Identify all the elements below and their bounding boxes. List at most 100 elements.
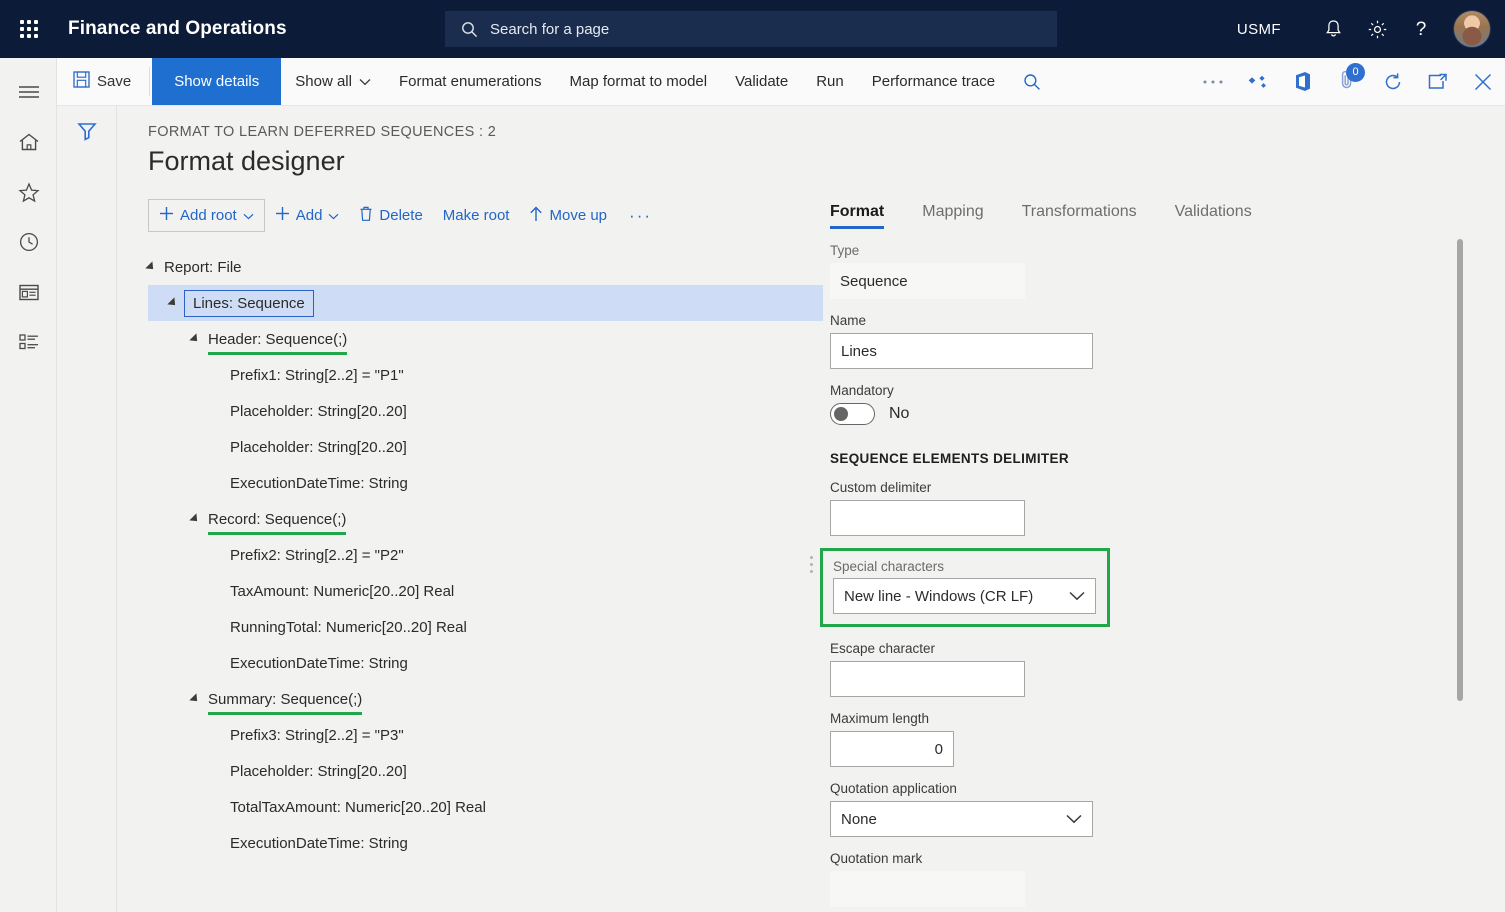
tree-node[interactable]: Placeholder: String[20..20] [148, 753, 828, 789]
trash-icon [359, 206, 373, 226]
search-icon [461, 21, 478, 38]
properties-scrollbar-thumb[interactable] [1457, 239, 1463, 701]
tree-node[interactable]: Placeholder: String[20..20] [148, 393, 828, 429]
tree-expand-twisty-icon[interactable] [189, 513, 201, 525]
delete-button[interactable]: Delete [349, 200, 432, 232]
tree-node[interactable]: Prefix3: String[2..2] = "P3" [148, 717, 828, 753]
ellipsis-icon[interactable] [1190, 58, 1235, 105]
app-launcher-icon[interactable] [0, 0, 58, 58]
tree-node[interactable]: Prefix2: String[2..2] = "P2" [148, 537, 828, 573]
chevron-down-icon [243, 207, 254, 224]
special-characters-label: Special characters [833, 559, 945, 574]
performance-trace-button[interactable]: Performance trace [871, 73, 996, 90]
filter-funnel-icon[interactable] [57, 120, 116, 142]
special-characters-highlight: Special characters New line - Windows (C… [820, 548, 1110, 627]
save-button[interactable]: Save [57, 58, 147, 105]
question-mark-icon[interactable]: ? [1399, 0, 1443, 58]
chevron-down-icon [328, 207, 339, 224]
delete-label: Delete [379, 207, 423, 224]
star-icon[interactable] [0, 167, 57, 217]
global-search-input[interactable]: Search for a page [445, 11, 1057, 47]
user-avatar[interactable] [1453, 10, 1491, 48]
validate-button[interactable]: Validate [735, 73, 789, 90]
quotation-application-select[interactable]: None [830, 801, 1093, 837]
workspace-icon[interactable] [0, 267, 57, 317]
add-button[interactable]: Add [265, 200, 350, 231]
toolbar-search-icon[interactable] [1009, 58, 1054, 105]
tab-mapping[interactable]: Mapping [922, 203, 984, 220]
make-root-button[interactable]: Make root [442, 207, 510, 224]
tree-node-label: Prefix3: String[2..2] = "P3" [230, 726, 404, 744]
attachment-paperclip-icon[interactable]: 0 [1325, 58, 1370, 105]
tree-node[interactable]: RunningTotal: Numeric[20..20] Real [148, 609, 828, 645]
tab-format[interactable]: Format [830, 199, 906, 229]
special-characters-select[interactable]: New line - Windows (CR LF) [833, 578, 1096, 614]
tree-node-label: TaxAmount: Numeric[20..20] Real [230, 582, 455, 600]
maximum-length-field: Maximum length 0 [830, 711, 1470, 767]
tree-expand-twisty-icon[interactable] [145, 261, 157, 273]
escape-character-input[interactable] [830, 661, 1025, 697]
tree-expand-twisty-icon[interactable] [189, 693, 201, 705]
map-format-to-model-button[interactable]: Map format to model [569, 73, 708, 90]
tree-node[interactable]: Placeholder: String[20..20] [148, 429, 828, 465]
quotation-mark-input[interactable] [830, 871, 1025, 907]
tree-node[interactable]: Record: Sequence(;) [148, 501, 828, 537]
home-icon[interactable] [0, 117, 57, 167]
clock-icon[interactable] [0, 217, 57, 267]
add-root-button[interactable]: Add root [148, 199, 265, 232]
tree-node[interactable]: ExecutionDateTime: String [148, 825, 828, 861]
custom-delimiter-input[interactable] [830, 500, 1025, 536]
show-all-dropdown[interactable]: Show all [281, 58, 385, 105]
tree-node[interactable]: ExecutionDateTime: String [148, 645, 828, 681]
company-selector[interactable]: USMF [1236, 20, 1281, 38]
office-export-icon[interactable] [1280, 58, 1325, 105]
name-field: Name Lines [830, 313, 1470, 369]
tree-node[interactable]: TaxAmount: Numeric[20..20] Real [148, 573, 828, 609]
tree-node[interactable]: Report: File [145, 249, 828, 285]
mandatory-label: Mandatory [830, 383, 894, 398]
personalize-diamond-icon[interactable] [1235, 58, 1280, 105]
tree-expand-twisty-icon[interactable] [189, 333, 201, 345]
close-x-icon[interactable] [1460, 58, 1505, 105]
gear-icon[interactable] [1355, 0, 1399, 58]
show-details-button[interactable]: Show details [152, 58, 282, 105]
maximum-length-input[interactable]: 0 [830, 731, 954, 767]
plus-icon [275, 206, 290, 225]
tab-validations[interactable]: Validations [1174, 203, 1252, 220]
tree-node[interactable]: ExecutionDateTime: String [148, 465, 828, 501]
plus-icon [159, 206, 174, 225]
tree-node-label: Summary: Sequence(;) [208, 690, 363, 715]
move-up-button[interactable]: Move up [519, 200, 617, 232]
run-button[interactable]: Run [816, 73, 844, 90]
tree-node[interactable]: Header: Sequence(;) [148, 321, 828, 357]
tab-transformations[interactable]: Transformations [1021, 203, 1137, 220]
tree-node-label: Prefix2: String[2..2] = "P2" [230, 546, 404, 564]
name-input[interactable]: Lines [830, 333, 1093, 369]
bell-icon[interactable] [1311, 0, 1355, 58]
tree-node[interactable]: Prefix1: String[2..2] = "P1" [148, 357, 828, 393]
open-in-new-window-icon[interactable] [1415, 58, 1460, 105]
top-navigation-bar: Finance and Operations Search for a page… [0, 0, 1505, 58]
tree-toolbar-overflow-button[interactable]: ··· [629, 205, 653, 225]
tree-node[interactable]: Summary: Sequence(;) [148, 681, 828, 717]
action-pane-toolbar: Save Show details Show all Format enumer… [57, 58, 1505, 106]
show-all-label: Show all [295, 73, 352, 90]
tree-toolbar: Add root Add Delete Make root Mov [148, 199, 664, 232]
format-enumerations-button[interactable]: Format enumerations [398, 73, 542, 90]
hamburger-menu-icon[interactable] [0, 67, 57, 117]
list-icon[interactable] [0, 317, 57, 367]
top-nav-right-group: USMF ? [1237, 0, 1505, 58]
refresh-icon[interactable] [1370, 58, 1415, 105]
tree-expand-twisty-icon[interactable] [167, 297, 179, 309]
tree-node[interactable]: TotalTaxAmount: Numeric[20..20] Real [148, 789, 828, 825]
panel-splitter-handle[interactable] [810, 556, 813, 573]
tree-node[interactable]: Lines: Sequence [148, 285, 823, 321]
attachment-count-badge: 0 [1346, 62, 1365, 82]
mandatory-toggle[interactable] [830, 403, 875, 425]
chevron-down-icon [359, 73, 371, 90]
quotation-application-value: None [841, 810, 877, 828]
tree-node-label: Placeholder: String[20..20] [230, 438, 407, 456]
sequence-elements-delimiter-header: SEQUENCE ELEMENTS DELIMITER [830, 451, 1069, 466]
filter-strip [57, 106, 117, 912]
global-search-placeholder: Search for a page [490, 20, 610, 38]
